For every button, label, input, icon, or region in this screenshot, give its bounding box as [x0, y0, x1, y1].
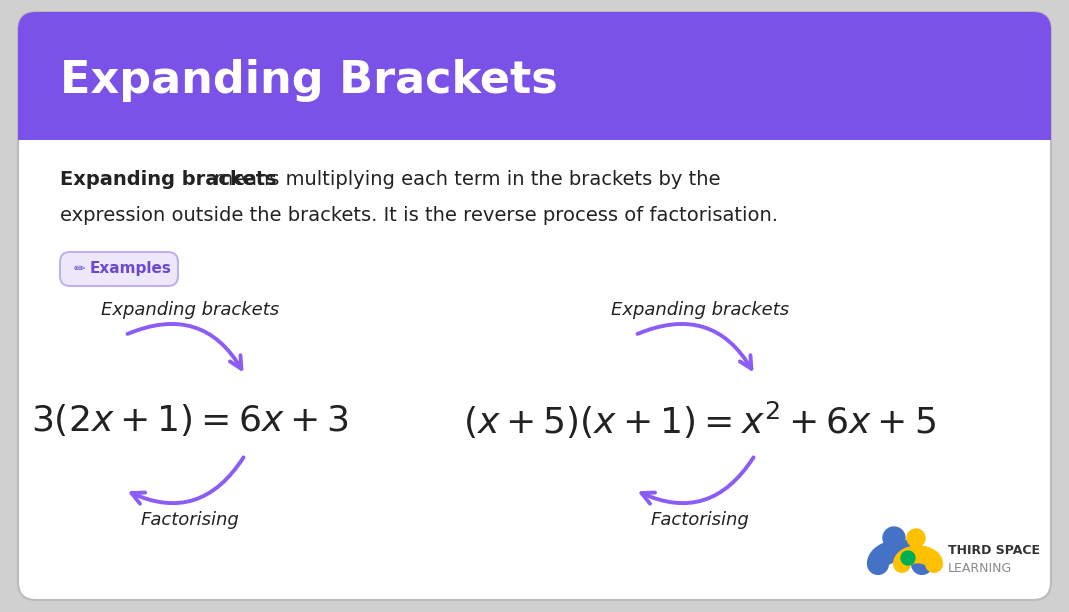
Circle shape	[883, 527, 905, 549]
Text: $3(2x+1)=6x+3$: $3(2x+1)=6x+3$	[31, 402, 348, 438]
Text: expression outside the brackets. It is the reverse process of factorisation.: expression outside the brackets. It is t…	[60, 206, 778, 225]
FancyArrowPatch shape	[127, 324, 242, 369]
Text: LEARNING: LEARNING	[948, 561, 1012, 575]
Text: THIRD SPACE: THIRD SPACE	[948, 543, 1040, 556]
FancyArrowPatch shape	[641, 457, 754, 504]
FancyBboxPatch shape	[18, 12, 1051, 600]
Text: Examples: Examples	[90, 261, 172, 277]
Text: Expanding brackets: Expanding brackets	[100, 301, 279, 319]
Bar	[18, 120, 1051, 140]
Text: means multiplying each term in the brackets by the: means multiplying each term in the brack…	[208, 170, 721, 189]
Text: Expanding brackets: Expanding brackets	[611, 301, 789, 319]
Circle shape	[907, 529, 925, 547]
Text: Factorising: Factorising	[651, 511, 749, 529]
FancyArrowPatch shape	[637, 324, 752, 369]
FancyBboxPatch shape	[18, 12, 1051, 140]
Circle shape	[901, 551, 915, 565]
Text: Factorising: Factorising	[141, 511, 239, 529]
FancyBboxPatch shape	[60, 252, 179, 286]
Text: $(x+5)(x+1)=x^2+6x+5$: $(x+5)(x+1)=x^2+6x+5$	[464, 400, 936, 441]
FancyArrowPatch shape	[131, 457, 244, 504]
Text: Expanding Brackets: Expanding Brackets	[60, 59, 558, 102]
Text: Expanding brackets: Expanding brackets	[60, 170, 277, 189]
Text: ✏: ✏	[74, 262, 86, 276]
